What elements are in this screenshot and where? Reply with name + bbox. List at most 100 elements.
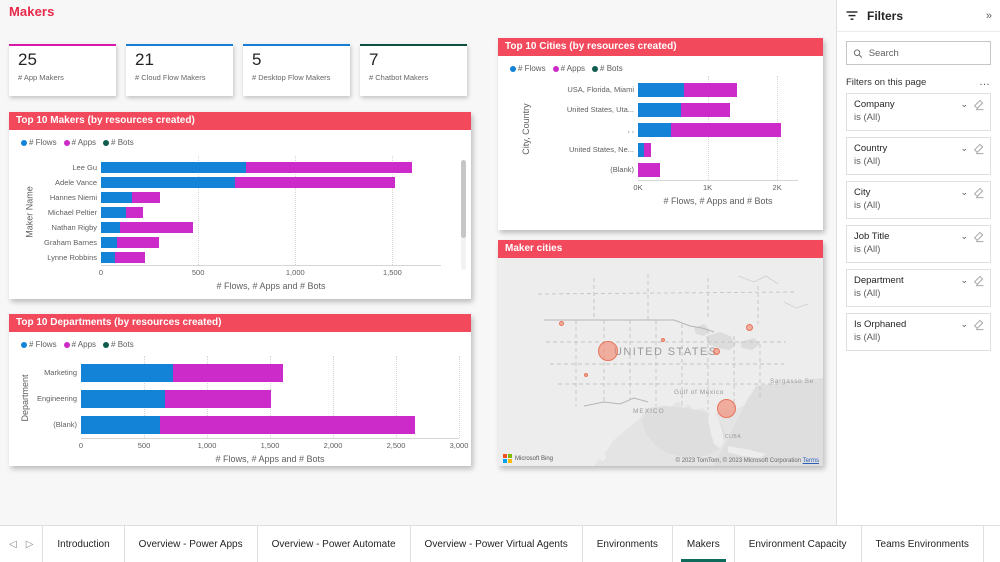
chevron-down-icon[interactable]: ⌄ <box>960 319 968 329</box>
map-attribution: © 2023 TomTom, © 2023 Microsoft Corporat… <box>676 458 819 464</box>
visual-top-departments[interactable]: Top 10 Departments (by resources created… <box>9 314 471 466</box>
visual-maker-cities-map[interactable]: Maker cities <box>498 240 823 466</box>
page-tab[interactable]: Introduction <box>43 526 125 562</box>
kpi-card[interactable]: 21 # Cloud Flow Makers <box>126 44 233 96</box>
eraser-icon[interactable] <box>973 230 985 243</box>
legend-item-bots[interactable]: # Bots <box>103 340 134 349</box>
bar-segment[interactable] <box>235 177 396 188</box>
bar-segment[interactable] <box>638 163 661 177</box>
bar-segment[interactable] <box>671 123 782 137</box>
bar-segment[interactable] <box>165 390 272 408</box>
kpi-value: 7 <box>369 50 379 69</box>
vertical-scrollbar[interactable] <box>461 160 466 270</box>
bar-segment[interactable] <box>643 143 651 157</box>
bar-segment[interactable] <box>114 252 145 263</box>
bar-segment[interactable] <box>120 222 194 233</box>
page-tab[interactable]: Teams Environments <box>862 526 984 562</box>
map-terms-link[interactable]: Terms <box>802 458 819 464</box>
bar-segment[interactable] <box>81 416 161 434</box>
page-tab[interactable]: Overview - Power Automate <box>258 526 411 562</box>
page-tab-active[interactable]: Makers <box>673 526 735 562</box>
bar-segment[interactable] <box>681 103 730 117</box>
tab-items: Introduction Overview - Power Apps Overvie… <box>43 526 984 562</box>
map-bubble[interactable] <box>559 321 564 326</box>
x-axis-tick-label: 1,000 <box>285 268 305 277</box>
chevron-down-icon[interactable]: ⌄ <box>960 99 968 109</box>
bar-segment[interactable] <box>126 207 143 218</box>
map-bubble[interactable] <box>661 338 665 342</box>
bar-segment[interactable] <box>638 103 682 117</box>
legend-item-apps[interactable]: # Apps <box>63 340 96 349</box>
filter-field-value: is (All) <box>854 112 881 123</box>
legend-item-flows[interactable]: # Flows <box>21 138 57 147</box>
filters-more-options-icon[interactable]: … <box>979 76 991 88</box>
map-bubble[interactable] <box>584 373 588 377</box>
legend-item-bots[interactable]: # Bots <box>592 64 623 73</box>
bar-segment[interactable] <box>638 143 644 157</box>
filter-field-name: Department <box>854 275 904 286</box>
bar-segment[interactable] <box>101 162 246 173</box>
eraser-icon[interactable] <box>973 98 985 111</box>
x-axis-tick-label: 3,000 <box>449 441 469 450</box>
legend-item-apps[interactable]: # Apps <box>63 138 96 147</box>
filter-field-value: is (All) <box>854 156 881 167</box>
bar-segment[interactable] <box>172 364 283 382</box>
page-tab[interactable]: Overview - Power Virtual Agents <box>411 526 583 562</box>
bar-segment[interactable] <box>101 192 133 203</box>
legend-item-bots[interactable]: # Bots <box>103 138 134 147</box>
eraser-icon[interactable] <box>973 274 985 287</box>
map-bubble[interactable] <box>713 348 720 355</box>
map-bubble[interactable] <box>598 341 618 361</box>
kpi-card[interactable]: 25 # App Makers <box>9 44 116 96</box>
chevron-down-icon[interactable]: ⌄ <box>960 231 968 241</box>
bar-segment[interactable] <box>638 83 684 97</box>
filter-card[interactable]: Is Orphaned is (All) ⌄ <box>846 313 991 351</box>
map-bubble[interactable] <box>717 399 736 418</box>
legend-item-apps[interactable]: # Apps <box>552 64 585 73</box>
eraser-icon[interactable] <box>973 142 985 155</box>
bar-segment[interactable] <box>101 177 236 188</box>
bar-segment[interactable] <box>638 123 672 137</box>
bar-segment[interactable] <box>81 390 166 408</box>
kpi-card[interactable]: 5 # Desktop Flow Makers <box>243 44 350 96</box>
eraser-icon[interactable] <box>973 186 985 199</box>
filter-card[interactable]: Job Title is (All) ⌄ <box>846 225 991 263</box>
x-axis-line <box>101 265 441 266</box>
page-tab[interactable]: Overview - Power Apps <box>125 526 258 562</box>
filters-search-input[interactable] <box>868 47 984 59</box>
bar-segment[interactable] <box>245 162 412 173</box>
page-tab[interactable]: Environments <box>583 526 673 562</box>
chevron-down-icon[interactable]: ⌄ <box>960 275 968 285</box>
chevron-down-icon[interactable]: ⌄ <box>960 187 968 197</box>
scrollbar-thumb[interactable] <box>461 160 466 238</box>
page-tab[interactable]: Environment Capacity <box>735 526 862 562</box>
map-body[interactable]: UNITED STATES MEXICO Gulf of Mexico Sarg… <box>498 258 823 466</box>
bar-segment[interactable] <box>116 237 160 248</box>
tab-prev-arrow[interactable]: ◁ <box>9 538 17 550</box>
legend-item-flows[interactable]: # Flows <box>510 64 546 73</box>
legend-item-flows[interactable]: # Flows <box>21 340 57 349</box>
filters-search-box[interactable] <box>846 41 991 65</box>
bar-segment[interactable] <box>101 207 127 218</box>
visual-title-departments: Top 10 Departments (by resources created… <box>9 314 471 332</box>
tab-next-arrow[interactable]: ▷ <box>25 538 34 550</box>
visual-top-cities[interactable]: Top 10 Cities (by resources created) # F… <box>498 38 823 230</box>
filter-card[interactable]: Company is (All) ⌄ <box>846 93 991 131</box>
category-label: Hannes Niemi <box>49 192 97 202</box>
chevron-down-icon[interactable]: ⌄ <box>960 143 968 153</box>
kpi-card[interactable]: 7 # Chatbot Makers <box>360 44 467 96</box>
bar-segment[interactable] <box>160 416 415 434</box>
map-bubble[interactable] <box>746 324 753 331</box>
bar-segment[interactable] <box>132 192 161 203</box>
bar-segment[interactable] <box>683 83 737 97</box>
bar-segment[interactable] <box>101 237 117 248</box>
filter-card[interactable]: Department is (All) ⌄ <box>846 269 991 307</box>
filter-card[interactable]: City is (All) ⌄ <box>846 181 991 219</box>
filter-card[interactable]: Country is (All) ⌄ <box>846 137 991 175</box>
visual-top-makers[interactable]: Top 10 Makers (by resources created) # F… <box>9 112 471 299</box>
bar-segment[interactable] <box>101 222 121 233</box>
eraser-icon[interactable] <box>973 318 985 331</box>
bar-segment[interactable] <box>101 252 115 263</box>
bar-segment[interactable] <box>81 364 173 382</box>
collapse-filters-icon[interactable]: » <box>985 9 992 22</box>
